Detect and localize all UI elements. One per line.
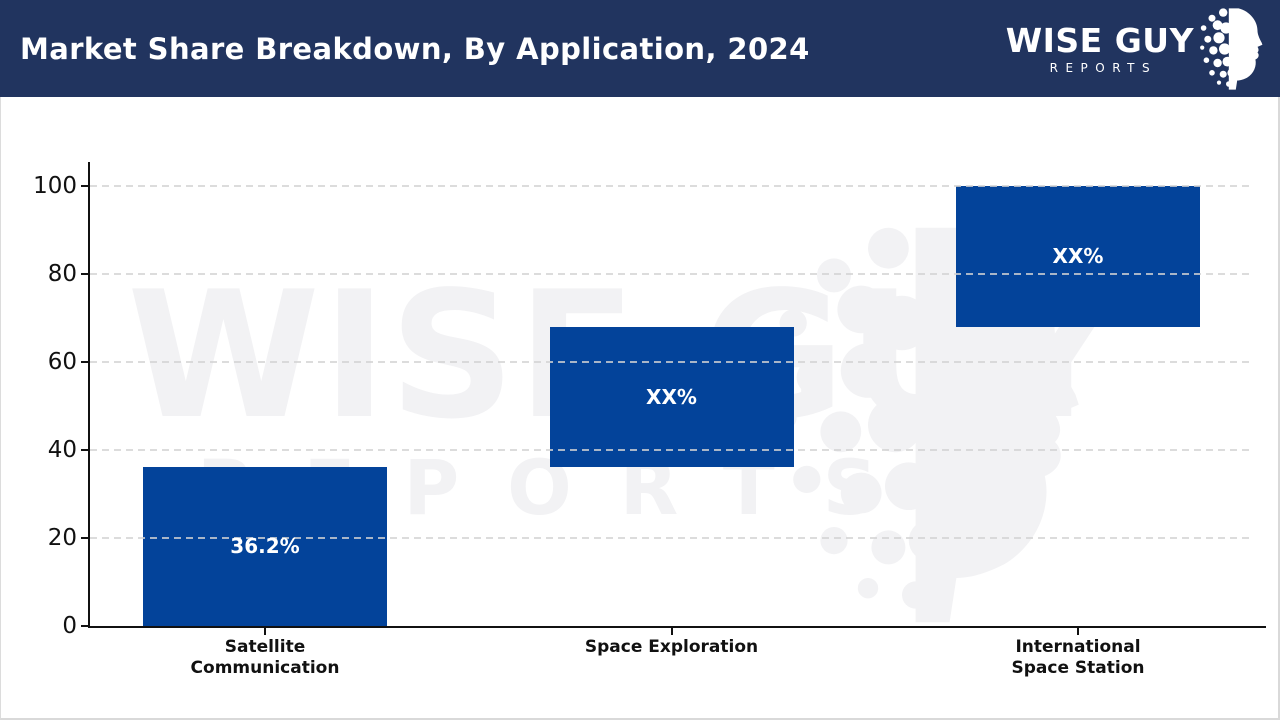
x-category-label-line: International <box>1015 637 1141 657</box>
y-tick-label: 60 <box>47 349 77 375</box>
y-tick-label: 20 <box>47 525 77 551</box>
y-tick-label: 100 <box>33 173 77 199</box>
x-category-label-line: Satellite <box>224 637 306 657</box>
bar <box>143 466 387 626</box>
chart-area: WISE GUY REPORTS 36.2% Satellite Communica… <box>0 97 1280 720</box>
gridline <box>90 537 1254 539</box>
bar-value-label: 36.2% <box>230 534 300 559</box>
gridline <box>90 185 1254 187</box>
y-tick-mark <box>81 537 88 539</box>
y-tick-label: 80 <box>47 261 77 287</box>
x-axis-line <box>88 626 1266 628</box>
y-axis-line <box>88 162 90 628</box>
logo-subtitle-text: REPORTS <box>1049 61 1158 75</box>
header-bar: Market Share Breakdown, By Application, … <box>0 0 1280 97</box>
bar <box>956 186 1200 327</box>
page-title: Market Share Breakdown, By Application, … <box>20 31 810 66</box>
x-category-label-line: Communication <box>190 658 340 678</box>
gridline <box>90 449 1254 451</box>
x-category-label: International Space Station <box>918 637 1238 679</box>
logo-text: WISE GUY REPORTS <box>1005 21 1194 76</box>
x-category-label-line: Space Station <box>1011 658 1145 678</box>
x-category-label: Satellite Communication <box>105 637 425 679</box>
y-tick-mark <box>81 185 88 187</box>
y-tick-mark <box>81 449 88 451</box>
bar-value-label: XX% <box>1052 244 1104 269</box>
y-tick-mark <box>81 273 88 275</box>
gridline <box>90 273 1254 275</box>
y-tick-label: 0 <box>62 613 77 639</box>
y-tick-mark <box>81 361 88 363</box>
x-tick-mark <box>670 628 673 635</box>
wise-guy-reports-logo: WISE GUY REPORTS <box>1006 4 1268 94</box>
x-category-label-line: Space Exploration <box>584 637 759 657</box>
bar-value-label: XX% <box>646 384 697 409</box>
x-category-label: Space Exploration <box>512 637 832 658</box>
x-tick-mark <box>1077 628 1079 635</box>
y-tick-mark <box>81 625 88 627</box>
dotted-face-icon <box>1200 8 1263 90</box>
logo-name-text: WISE GUY <box>1005 21 1194 60</box>
x-tick-mark <box>264 628 266 635</box>
bar <box>549 326 794 467</box>
y-tick-label: 40 <box>47 437 77 463</box>
gridline <box>90 361 1254 363</box>
